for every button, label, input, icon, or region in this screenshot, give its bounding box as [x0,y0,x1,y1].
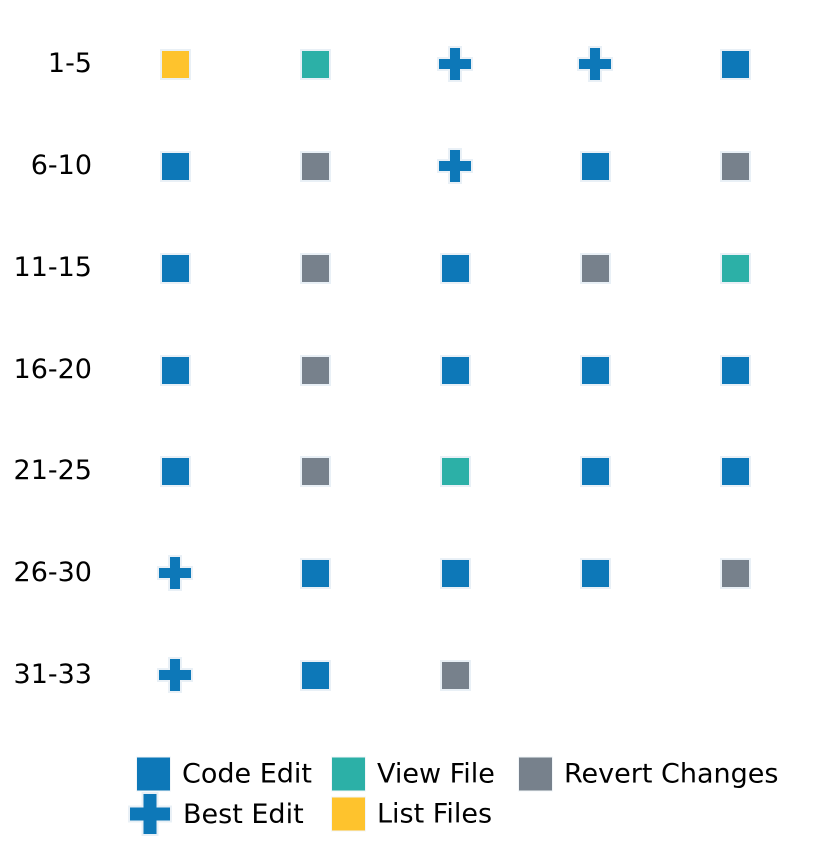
marker-code-edit [719,48,751,80]
legend-marker-list-files [331,796,366,832]
legend-item-list-files: List Files [331,796,493,832]
marker-code-edit [719,354,751,386]
row-label: 31-33 [13,659,92,690]
legend-item-view-file: View File [331,756,495,792]
marker-code-edit [439,354,471,386]
marker-code-edit [579,557,611,589]
marker-revert-changes [299,354,331,386]
marker-code-edit [159,455,191,487]
legend-item-code-edit: Code Edit [136,756,312,792]
marker-revert-changes [579,252,611,284]
legend-label: List Files [377,798,493,830]
marker-best-edit [437,46,473,82]
row-label: 26-30 [13,557,92,588]
legend-label: View File [377,758,495,790]
marker-revert-changes [719,557,751,589]
marker-view-file [299,48,331,80]
row-label: 11-15 [13,252,92,283]
plot-area: 1-5 6-10 11-15 16-20 21-25 26-30 31-33 [13,46,751,693]
legend-marker-revert-changes [518,756,553,792]
legend: Code Edit View File Revert Changes Best Edi… [0,740,817,853]
legend-label: Code Edit [182,758,312,790]
marker-best-edit [437,148,473,184]
marker-revert-changes [439,659,471,691]
legend-marker-code-edit [136,756,171,792]
marker-code-edit [579,354,611,386]
marker-code-edit [439,252,471,284]
legend-marker-view-file [331,756,366,792]
marker-revert-changes [299,150,331,182]
legend-label: Best Edit [183,798,304,830]
legend-item-revert-changes: Revert Changes [518,756,779,792]
row-label: 1-5 [47,48,92,79]
marker-code-edit [299,557,331,589]
marker-code-edit [579,455,611,487]
marker-revert-changes [299,455,331,487]
marker-code-edit [719,455,751,487]
marker-best-edit [157,555,193,591]
marker-code-edit [579,150,611,182]
marker-view-file [439,455,471,487]
marker-list-files [159,48,191,80]
marker-code-edit [299,659,331,691]
marker-code-edit [439,557,471,589]
marker-best-edit [157,657,193,693]
marker-revert-changes [299,252,331,284]
row-label: 21-25 [13,455,92,486]
legend-marker-best-edit [128,792,172,836]
row-label: 16-20 [13,354,92,385]
marker-revert-changes [719,150,751,182]
marker-view-file [719,252,751,284]
marker-code-edit [159,354,191,386]
marker-code-edit [159,252,191,284]
row-label: 6-10 [30,150,92,181]
legend-label: Revert Changes [564,758,779,790]
marker-best-edit [577,46,613,82]
legend-item-best-edit: Best Edit [128,792,304,836]
marker-code-edit [159,150,191,182]
